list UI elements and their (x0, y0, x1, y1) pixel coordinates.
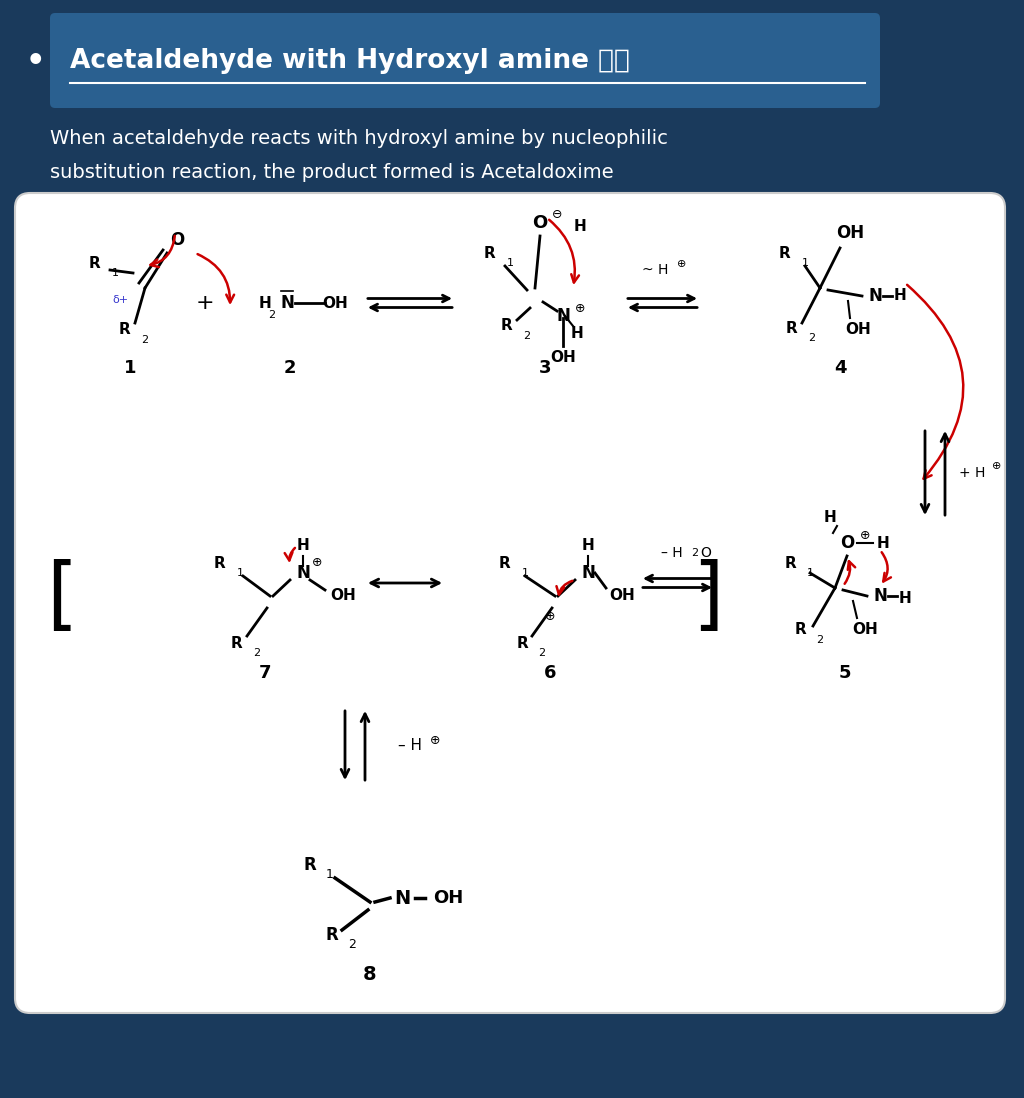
Text: OH: OH (845, 323, 870, 337)
Text: R: R (304, 856, 316, 874)
Text: 1: 1 (237, 568, 244, 578)
Text: O: O (700, 546, 712, 560)
Text: OH: OH (323, 295, 348, 311)
Text: H: H (582, 538, 594, 553)
Text: O: O (840, 534, 854, 552)
Text: 1: 1 (521, 568, 528, 578)
Text: R: R (784, 556, 796, 571)
Text: Acetaldehyde with Hydroxyl amine 🤩🤩: Acetaldehyde with Hydroxyl amine 🤩🤩 (70, 48, 630, 74)
Text: N: N (581, 564, 595, 582)
Text: R: R (326, 926, 338, 944)
Text: 4: 4 (834, 359, 846, 377)
Text: 2: 2 (268, 310, 275, 320)
Text: OH: OH (609, 589, 635, 604)
Text: 1: 1 (807, 568, 813, 578)
Text: R: R (786, 321, 798, 336)
Text: 1: 1 (507, 258, 513, 268)
Text: R: R (119, 323, 131, 337)
Text: ]: ] (692, 559, 724, 637)
Text: 2: 2 (808, 333, 815, 343)
Text: OH: OH (433, 889, 463, 907)
Text: ⊕: ⊕ (311, 556, 323, 569)
Text: δ+: δ+ (112, 295, 128, 305)
Text: R: R (484, 246, 496, 260)
Text: N: N (296, 564, 310, 582)
Text: N: N (868, 287, 882, 305)
Text: R: R (795, 623, 806, 638)
Text: R: R (779, 246, 791, 260)
Text: N: N (556, 307, 570, 325)
Text: O: O (532, 214, 548, 232)
Text: OH: OH (550, 350, 575, 366)
Text: OH: OH (330, 589, 356, 604)
Text: ~ H: ~ H (642, 264, 669, 277)
FancyBboxPatch shape (15, 193, 1005, 1013)
Text: +: + (196, 293, 214, 313)
Text: ⊕: ⊕ (677, 259, 687, 269)
Text: 1: 1 (326, 869, 334, 882)
Text: 7: 7 (259, 664, 271, 682)
Text: H: H (823, 511, 837, 526)
Text: 2: 2 (523, 330, 530, 341)
Text: 2: 2 (348, 939, 356, 952)
Text: R: R (499, 556, 511, 571)
Text: 2: 2 (141, 335, 148, 345)
Text: R: R (89, 256, 101, 270)
Text: N: N (394, 888, 411, 908)
Text: OH: OH (836, 224, 864, 242)
Text: H: H (894, 289, 906, 303)
Text: 2: 2 (284, 359, 296, 377)
Text: ⊖: ⊖ (552, 209, 562, 222)
Text: O: O (170, 231, 184, 249)
Text: ⊕: ⊕ (574, 302, 586, 314)
Text: N: N (280, 294, 294, 312)
Text: H: H (259, 295, 271, 311)
Text: 2: 2 (539, 648, 546, 658)
Text: 6: 6 (544, 664, 556, 682)
Text: •: • (26, 46, 45, 76)
Text: H: H (297, 538, 309, 553)
Text: OH: OH (852, 623, 878, 638)
Text: ⊕: ⊕ (430, 733, 440, 747)
Text: R: R (231, 636, 243, 650)
Text: ⊕: ⊕ (860, 528, 870, 541)
Text: H: H (899, 591, 911, 605)
Text: R: R (501, 318, 513, 334)
Text: ⊕: ⊕ (992, 461, 1001, 471)
Text: – H: – H (662, 546, 683, 560)
Text: substitution reaction, the product formed is Acetaldoxime: substitution reaction, the product forme… (50, 164, 613, 182)
Text: H: H (573, 219, 587, 234)
Text: When acetaldehyde reacts with hydroxyl amine by nucleophilic: When acetaldehyde reacts with hydroxyl a… (50, 128, 668, 147)
Text: 2: 2 (816, 635, 823, 645)
Text: 1: 1 (802, 258, 809, 268)
Text: 1: 1 (112, 268, 119, 278)
Text: H: H (877, 536, 890, 550)
Text: – H: – H (398, 739, 422, 753)
Text: 1: 1 (124, 359, 136, 377)
Text: 3: 3 (539, 359, 551, 377)
Text: 5: 5 (839, 664, 851, 682)
Text: 2: 2 (253, 648, 260, 658)
Text: R: R (516, 636, 528, 650)
Text: R: R (214, 556, 226, 571)
FancyBboxPatch shape (50, 13, 880, 108)
Text: N: N (873, 587, 887, 605)
Text: 8: 8 (364, 965, 377, 985)
Text: [: [ (46, 559, 78, 637)
Text: ⊕: ⊕ (545, 609, 555, 623)
Text: + H: + H (958, 466, 985, 480)
Text: H: H (570, 325, 584, 340)
Text: 2: 2 (691, 548, 698, 558)
